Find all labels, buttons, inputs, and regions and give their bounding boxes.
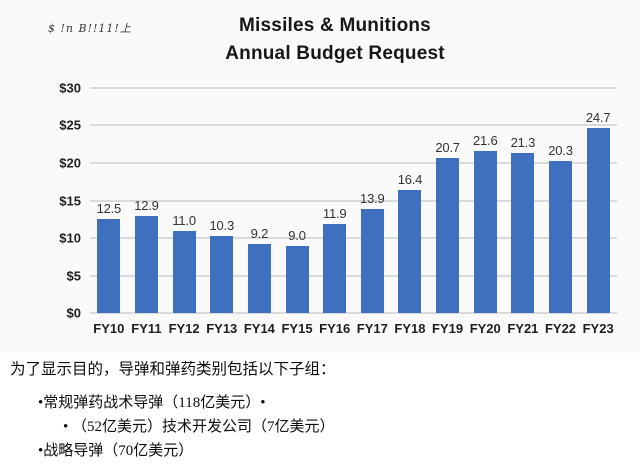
notes-section: 为了显示目的，导弹和弹药类别包括以下子组： •常规弹药战术导弹（118亿美元）•… <box>0 358 640 463</box>
x-axis-tick-label: FY22 <box>544 321 577 336</box>
x-axis-tick-label: FY13 <box>206 321 238 336</box>
bar <box>247 244 271 313</box>
x-axis-tick-label: FY20 <box>469 321 501 336</box>
bar <box>210 235 234 313</box>
x-axis-tick-label: FY10 <box>93 321 125 336</box>
bullet-item-2: • （52亿美元）技术开发公司（7亿美元） <box>63 419 335 435</box>
bar <box>97 219 121 313</box>
gridline <box>90 87 617 89</box>
bar-value-label: 12.5 <box>96 201 122 217</box>
bar-value-label: 13.9 <box>360 190 385 206</box>
x-axis-tick-label: FY17 <box>356 321 388 336</box>
bar-slot: 12.5 <box>90 88 128 313</box>
bar-slot: 20.3 <box>542 88 580 313</box>
y-axis-tick-label: $5 <box>66 268 81 283</box>
bar <box>360 208 384 313</box>
bar-slot: 13.9 <box>353 88 391 313</box>
y-axis-tick-label: $0 <box>66 305 81 321</box>
bar-slot: 21.6 <box>466 88 504 313</box>
x-axis-row: FY10 FY11 FY12 FY13 FY14 FY15 FY16 FY17 FY18 FY19… <box>90 321 617 336</box>
plot-area: 12.5 12.9 11.0 10.3 9.2 9.0 11.9 13.9 16.4 20.7 21… <box>59 81 617 321</box>
y-axis-tick-label: $30 <box>59 80 81 96</box>
y-axis-tick-label: $20 <box>59 155 81 171</box>
bar-slot: 11.0 <box>165 88 203 313</box>
bar-slot: 12.9 <box>128 88 166 313</box>
bar-slot: 9.0 <box>278 88 316 313</box>
chart-title-line1: Missiles & Munitions <box>239 15 431 36</box>
bar-value-label: 21.6 <box>472 133 498 148</box>
bar-slot: 10.3 <box>203 88 241 313</box>
bars-row: 12.5 12.9 11.0 10.3 9.2 9.0 11.9 13.9 16.4 20.7 21… <box>90 88 617 313</box>
x-axis-tick-label: FY23 <box>582 321 614 336</box>
gridline <box>90 161 617 164</box>
budget-chart-figure: $ !n B!!11!上 Missiles & Munitions Annual… <box>30 12 640 336</box>
bar <box>473 151 497 313</box>
x-axis-tick-label: FY18 <box>394 321 426 336</box>
bar <box>285 245 309 313</box>
x-axis-tick-label: FY21 <box>507 321 539 336</box>
bar-value-label: 9.2 <box>250 226 269 241</box>
bar-value-label: 12.9 <box>134 198 159 214</box>
bar-value-label: 20.3 <box>548 142 573 158</box>
bar-value-label: 24.7 <box>585 109 611 125</box>
bullet-item-3: •战略导弹（70亿美元） <box>38 443 194 459</box>
x-axis-tick-label: FY12 <box>168 321 200 336</box>
bar-value-label: 11.9 <box>322 205 347 221</box>
gridline <box>90 274 617 277</box>
x-axis-tick-label: FY15 <box>281 321 313 336</box>
bar <box>398 190 422 313</box>
bar <box>511 153 535 313</box>
y-axis-tick-label: $25 <box>59 117 81 133</box>
bar-slot: 11.9 <box>316 88 354 313</box>
y-axis-tick-label: $15 <box>59 193 81 208</box>
bar-value-label: 20.7 <box>435 139 460 155</box>
gridline <box>90 236 617 239</box>
bar-slot: 20.7 <box>429 88 467 313</box>
x-axis-tick-label: FY11 <box>131 321 162 336</box>
bar-value-label: 10.3 <box>209 217 234 233</box>
x-axis-tick-label: FY19 <box>432 321 464 336</box>
bar-value-label: 11.0 <box>172 212 196 228</box>
units-note: $ !n B!!11!上 <box>48 22 132 35</box>
bar-value-label: 21.3 <box>510 135 536 151</box>
bar-slot: 24.7 <box>579 88 617 313</box>
bar-value-label: 9.0 <box>288 227 306 243</box>
notes-intro: 为了显示目的，导弹和弹药类别包括以下子组： <box>10 361 336 378</box>
bar-slot: 21.3 <box>504 88 542 313</box>
chart-title: Missiles & Munitions Annual Budget Reque… <box>30 12 640 68</box>
bar <box>549 160 572 313</box>
gridline <box>90 199 617 202</box>
bar <box>586 127 610 313</box>
chart-title-line2: Annual Budget Request <box>225 43 445 64</box>
bar-slot: 9.2 <box>241 88 279 313</box>
bullet-item-1: •常规弹药战术导弹（118亿美元）• <box>38 395 266 411</box>
x-axis-tick-label: FY14 <box>243 321 275 336</box>
y-axis-tick-label: $10 <box>59 230 81 246</box>
gridline <box>90 312 617 314</box>
bar <box>436 157 460 313</box>
bar <box>172 230 196 313</box>
x-axis-tick-label: FY16 <box>319 321 351 336</box>
bar <box>134 216 158 313</box>
gridline <box>90 124 617 127</box>
bar-slot: 16.4 <box>391 88 429 313</box>
bar-value-label: 16.4 <box>397 172 423 187</box>
bar <box>323 223 347 313</box>
